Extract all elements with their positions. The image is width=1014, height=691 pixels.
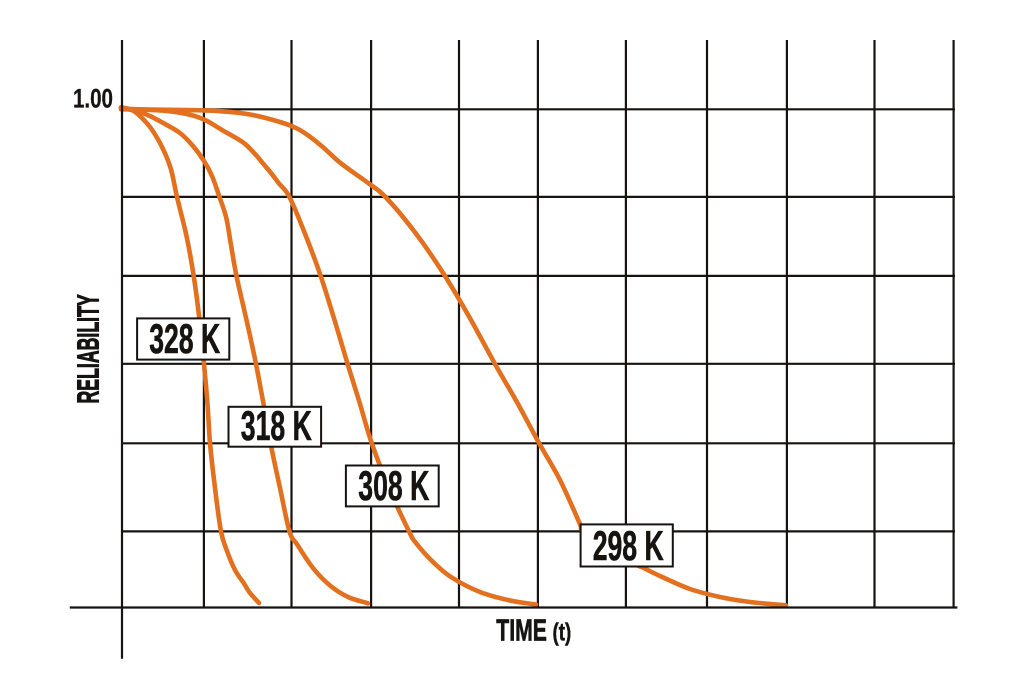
svg-text:RELIABILITY: RELIABILITY: [71, 294, 105, 403]
svg-text:(t): (t): [553, 618, 572, 646]
svg-text:298 K: 298 K: [593, 523, 664, 569]
svg-text:328 K: 328 K: [149, 316, 220, 362]
svg-text:1.00: 1.00: [73, 84, 113, 114]
svg-text:TIME: TIME: [496, 613, 547, 648]
svg-text:318 K: 318 K: [241, 403, 312, 449]
svg-text:308 K: 308 K: [358, 463, 429, 509]
